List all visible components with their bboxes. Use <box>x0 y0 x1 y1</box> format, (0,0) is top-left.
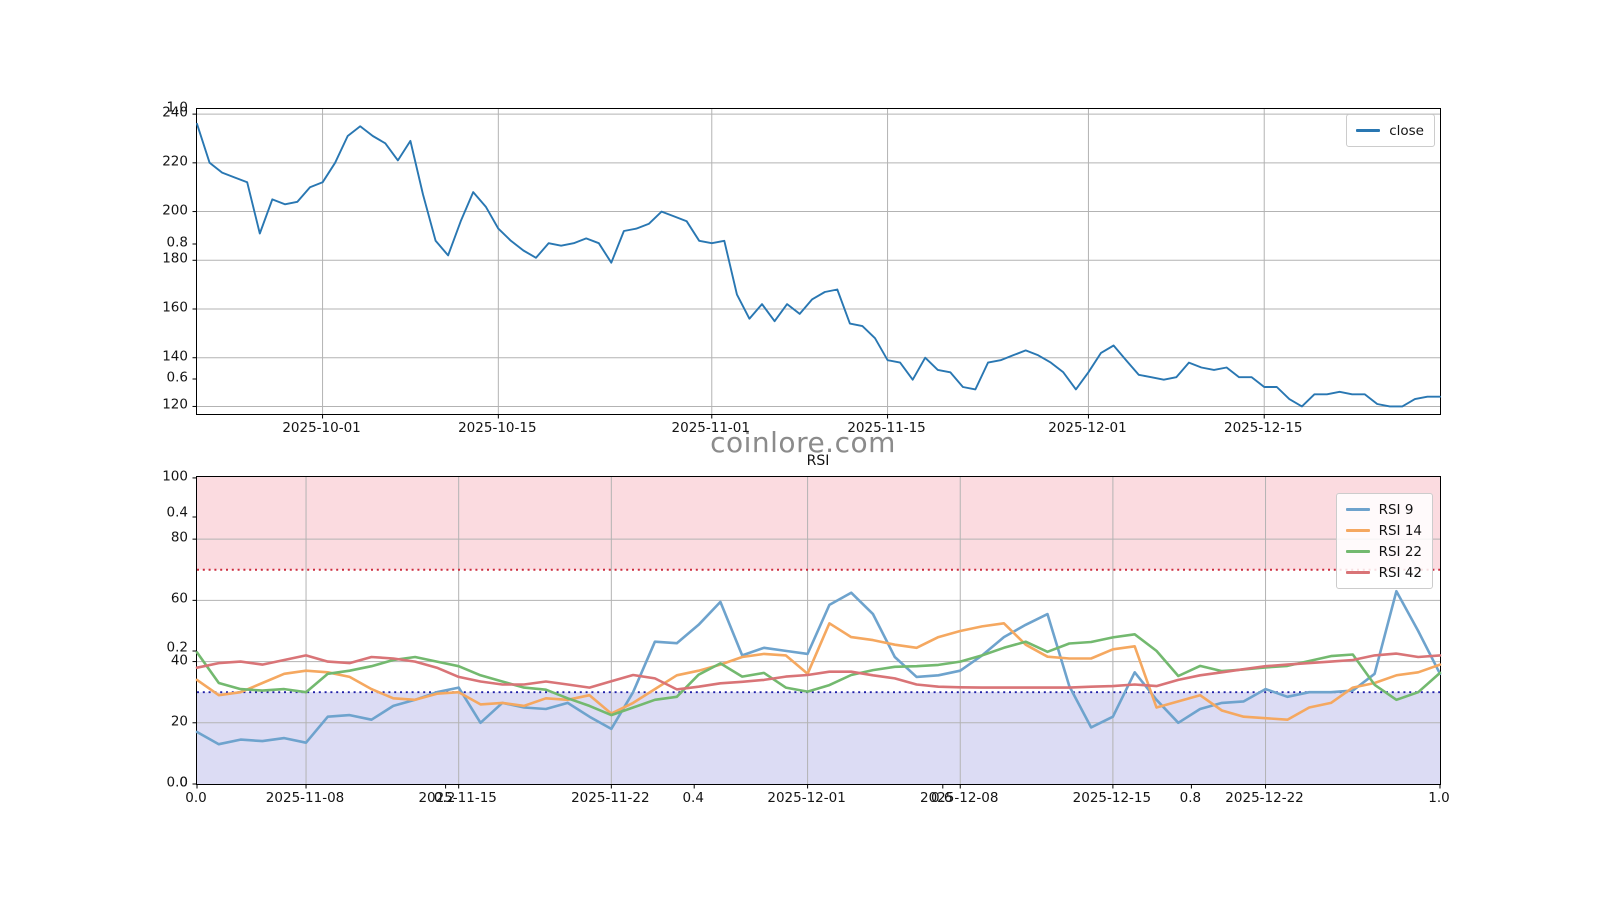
legend-label: RSI 22 <box>1378 543 1422 560</box>
price-chart-canvas <box>192 109 1441 419</box>
y-tick-label: 40 <box>170 652 188 669</box>
legend-item: RSI 9 <box>1345 499 1422 520</box>
legend-line-swatch <box>1345 508 1370 511</box>
x-tick-label: 2025-11-15 <box>847 420 926 436</box>
close-line <box>196 122 1441 408</box>
x-tick-label: 2025-11-15 <box>418 790 497 806</box>
legend-label: RSI 42 <box>1378 564 1422 581</box>
overlay-x-tick-label: 0.8 <box>1179 790 1202 806</box>
overlay-y-tick-label: 0.6 <box>166 369 188 386</box>
y-tick-label: 0 <box>179 774 188 791</box>
rsi-42-line <box>195 652 1442 691</box>
overlay-y-tick-label: 0.8 <box>166 234 188 251</box>
y-tick-label: 180 <box>162 250 188 267</box>
legend-line-swatch <box>1345 529 1370 532</box>
overbought-band <box>197 477 1440 570</box>
overlay-y-tick-label: 1.0 <box>166 99 188 116</box>
x-tick-label: 2025-12-22 <box>1225 790 1304 806</box>
x-tick-label: 2025-11-08 <box>265 790 345 806</box>
x-tick-label: 2025-10-15 <box>458 420 537 436</box>
rsi-9-line <box>195 589 1442 746</box>
overlay-y-tick-label: 0.0 <box>166 774 188 791</box>
rsi-legend: RSI 9 RSI 14 RSI 22 RSI 42 <box>1335 493 1433 589</box>
rsi-chart-canvas <box>192 477 1442 789</box>
overlay-x-tick-label: 1.0 <box>1428 790 1450 806</box>
rsi-chart: RSI 9 RSI 14 RSI 22 RSI 42 <box>192 476 1442 789</box>
legend-item: RSI 22 <box>1345 541 1422 562</box>
legend-item: close <box>1356 120 1424 141</box>
legend-line-swatch <box>1356 129 1381 132</box>
y-tick-label: 120 <box>162 396 188 413</box>
price-chart: close <box>192 108 1441 419</box>
y-tick-label: 20 <box>170 713 188 730</box>
legend-item: RSI 14 <box>1345 520 1422 541</box>
x-tick-label: 2025-12-15 <box>1223 420 1303 436</box>
y-tick-label: 200 <box>162 202 188 219</box>
rsi-panel-title: RSI <box>806 453 830 469</box>
legend-label: close <box>1389 122 1424 139</box>
y-tick-label: 220 <box>162 153 188 170</box>
overlay-y-tick-label: 0.2 <box>166 639 188 656</box>
x-tick-label: 2025-12-01 <box>767 790 846 806</box>
overlay-x-tick-label: 0.2 <box>433 790 456 806</box>
y-tick-label: 80 <box>170 529 188 546</box>
rsi-14-line <box>195 622 1442 721</box>
x-tick-label: 2025-11-22 <box>571 790 650 806</box>
x-tick-label: 2025-11-01 <box>671 420 750 436</box>
price-legend: close <box>1346 114 1435 147</box>
y-tick-label: 160 <box>162 299 188 316</box>
y-tick-label: 60 <box>170 590 188 607</box>
legend-item: RSI 42 <box>1345 562 1422 583</box>
overlay-x-tick-label: 0.6 <box>931 790 953 806</box>
watermark: coinlore.com <box>710 426 896 459</box>
overlay-x-tick-label: 0.4 <box>682 790 704 806</box>
x-tick-label: 2025-12-15 <box>1072 790 1152 806</box>
x-tick-label: 2025-12-08 <box>920 790 999 806</box>
legend-label: RSI 9 <box>1378 501 1414 518</box>
y-tick-label: 100 <box>162 468 188 485</box>
legend-line-swatch <box>1345 550 1370 553</box>
x-tick-label: 2025-10-01 <box>282 420 361 436</box>
legend-label: RSI 14 <box>1378 522 1422 539</box>
x-tick-label: 2025-12-01 <box>1048 420 1127 436</box>
overlay-y-tick-label: 0.4 <box>166 504 188 521</box>
y-tick-label: 240 <box>162 104 188 121</box>
oversold-band <box>197 692 1440 784</box>
y-tick-label: 140 <box>162 348 188 365</box>
legend-line-swatch <box>1345 571 1370 574</box>
overlay-x-tick-label: 0.0 <box>185 790 207 806</box>
